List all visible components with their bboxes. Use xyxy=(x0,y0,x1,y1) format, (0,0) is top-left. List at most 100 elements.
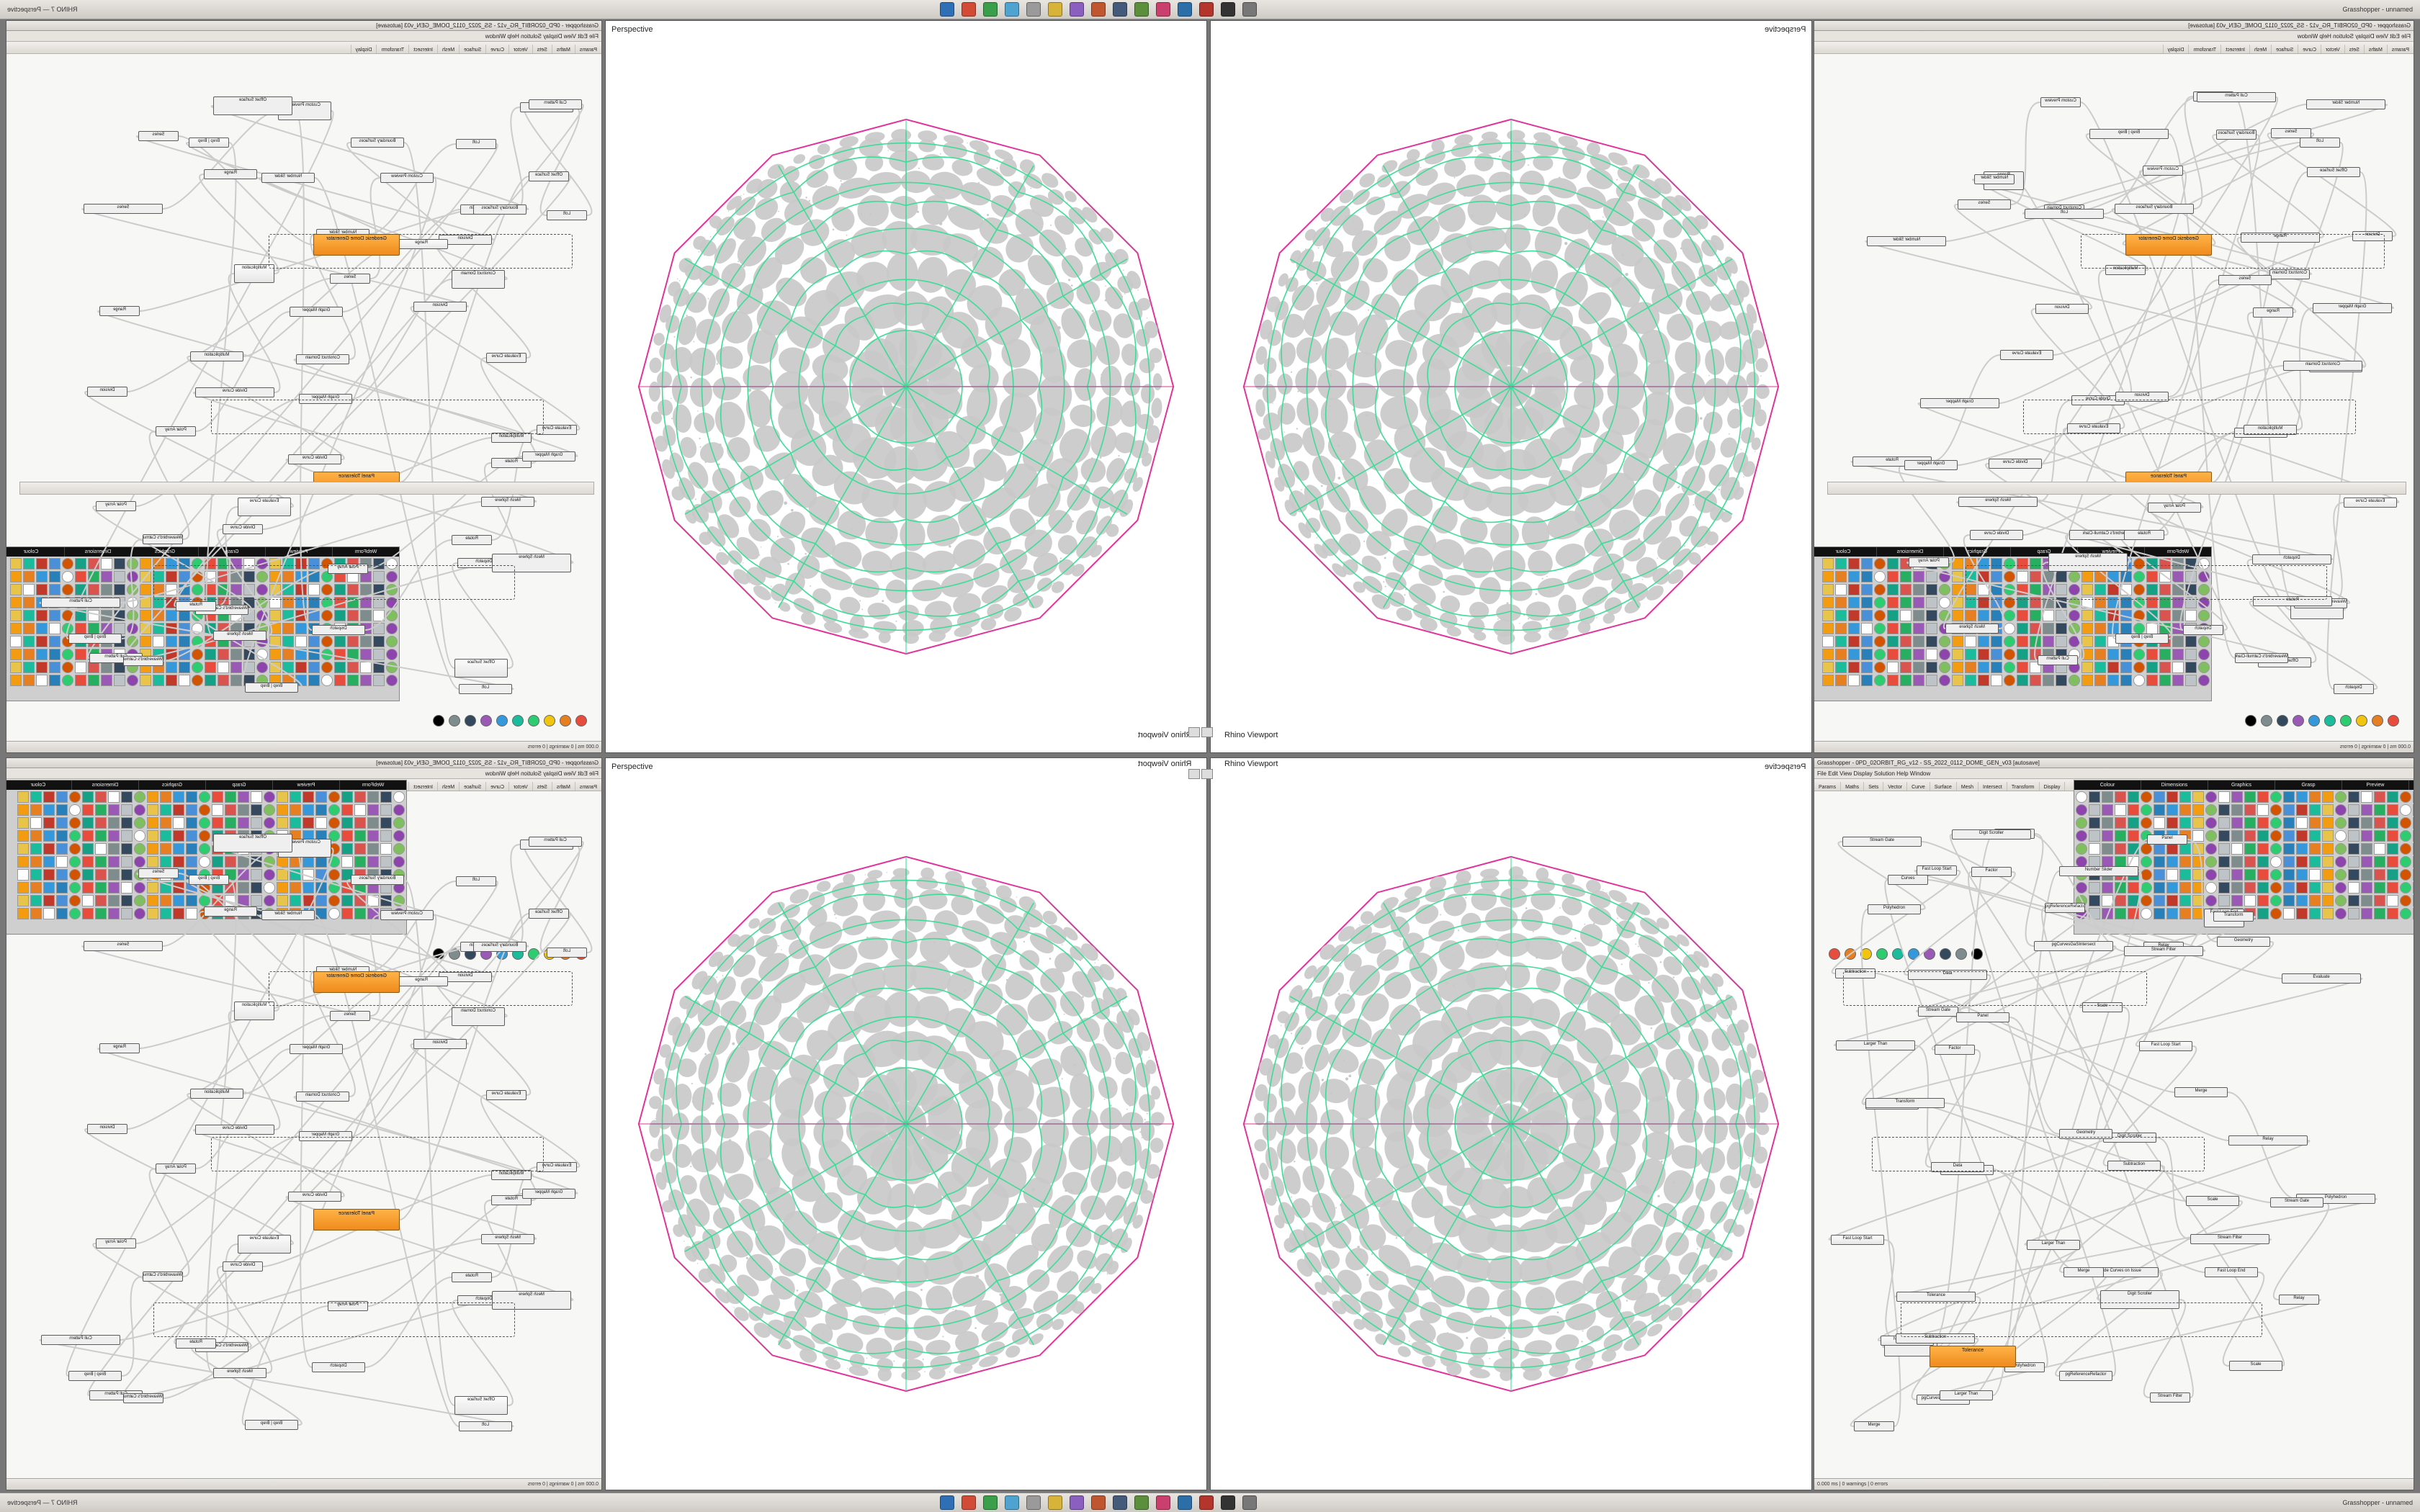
palette-icon[interactable] xyxy=(2413,817,2414,829)
palette-icon[interactable] xyxy=(2400,869,2411,881)
palette-icon[interactable] xyxy=(2309,856,2321,868)
gh-component[interactable]: Polar Array xyxy=(96,501,136,511)
component-tab[interactable]: Intersect xyxy=(2220,45,2249,54)
palette-icon[interactable] xyxy=(2231,817,2243,829)
palette-icon[interactable] xyxy=(2179,804,2191,816)
palette-icon[interactable] xyxy=(2205,804,2217,816)
gh-component[interactable]: Divide Curve xyxy=(195,387,274,397)
palette-icon[interactable] xyxy=(2166,856,2178,868)
palette-icon[interactable] xyxy=(2205,856,2217,868)
gh-component[interactable]: Dispatch xyxy=(2252,554,2331,564)
palette-icon[interactable] xyxy=(2348,882,2360,894)
gh-component[interactable]: Custom Preview xyxy=(380,910,434,920)
colour-swatch[interactable] xyxy=(1876,948,1888,960)
palette-icon[interactable] xyxy=(2283,869,2295,881)
palette-icon[interactable] xyxy=(2413,791,2414,803)
palette-icon[interactable] xyxy=(2374,843,2385,855)
gh-group[interactable] xyxy=(211,1137,544,1171)
palette-icon[interactable] xyxy=(2400,817,2411,829)
gh-component[interactable]: Number Slider xyxy=(261,173,315,183)
gh-component[interactable]: Geometry xyxy=(2217,937,2270,947)
palette-icon[interactable] xyxy=(2335,856,2347,868)
palette-icon[interactable] xyxy=(2244,791,2256,803)
bottom-taskbar[interactable]: RHINO 7 — Perspective Grasshopper - unna… xyxy=(0,1493,2420,1512)
palette-icon[interactable] xyxy=(2244,856,2256,868)
palette-icon[interactable] xyxy=(2141,817,2152,829)
gh-component[interactable]: Loft xyxy=(547,948,587,958)
viewport-control-2[interactable] xyxy=(1201,727,1213,737)
palette-icon[interactable] xyxy=(2296,830,2308,842)
palette-icon[interactable] xyxy=(2283,908,2295,919)
browser-icon[interactable] xyxy=(1005,1495,1019,1510)
palette-icon[interactable] xyxy=(2400,856,2411,868)
gh-component[interactable]: Transform xyxy=(1865,1098,1945,1108)
gh-component[interactable]: Divide Curve xyxy=(1989,459,2042,469)
gh-component[interactable]: Stream Filter xyxy=(2190,1234,2269,1244)
gh-component[interactable]: pgReferenceRefactor xyxy=(2045,903,2085,913)
gh-group[interactable] xyxy=(2081,234,2385,269)
palette-icon[interactable] xyxy=(2089,843,2100,855)
gh-group[interactable] xyxy=(269,234,573,269)
palette-icon[interactable] xyxy=(2244,895,2256,906)
palette-icon[interactable] xyxy=(2102,830,2113,842)
gh-component[interactable]: Loft xyxy=(2300,138,2340,148)
palette-icon[interactable] xyxy=(2296,882,2308,894)
gh-component[interactable]: Polyhedron xyxy=(1868,904,1921,914)
component-tab[interactable]: Sets xyxy=(532,782,552,791)
palette-icon[interactable] xyxy=(2322,817,2334,829)
gh-component[interactable]: Loft xyxy=(459,684,512,694)
gh-component[interactable]: Fast Loop End xyxy=(2205,1267,2258,1277)
palette-icon[interactable] xyxy=(2335,908,2347,919)
palette-icon[interactable] xyxy=(2387,791,2398,803)
gh-component[interactable]: Brep | Brep xyxy=(68,1371,122,1381)
gh-component[interactable]: Larger Than xyxy=(1836,1040,1915,1050)
gh-component[interactable]: Dispatch xyxy=(2183,625,2223,635)
palette-icon[interactable] xyxy=(2322,804,2334,816)
gh-component[interactable]: Mesh Sphere xyxy=(213,1368,266,1378)
palette-icon[interactable] xyxy=(2270,856,2282,868)
palette-icon[interactable] xyxy=(2361,895,2372,906)
palette-icon[interactable] xyxy=(2179,817,2191,829)
browser-icon[interactable] xyxy=(1005,2,1019,17)
palette-icon[interactable] xyxy=(2335,830,2347,842)
palette-icon[interactable] xyxy=(2115,817,2126,829)
palette-icon[interactable] xyxy=(2089,882,2100,894)
terminal-icon[interactable] xyxy=(1026,2,1041,17)
window-title-bar[interactable]: Grasshopper - 0PD_02ORBIT_RG_v12 - SS_20… xyxy=(6,21,601,31)
palette-icon[interactable] xyxy=(2089,804,2100,816)
palette-icon[interactable] xyxy=(2387,843,2398,855)
palette-icon[interactable] xyxy=(2413,856,2414,868)
palette-icon[interactable] xyxy=(2115,908,2126,919)
screen-icon[interactable] xyxy=(1242,2,1257,17)
definition-canvas[interactable]: Number Slider Series Range Construct Domain… xyxy=(6,54,601,741)
gh-component[interactable]: Division xyxy=(87,1124,127,1134)
close-icon[interactable] xyxy=(1221,2,1235,17)
palette-icon[interactable] xyxy=(2374,869,2385,881)
palette-icon[interactable] xyxy=(2335,869,2347,881)
palette-icon[interactable] xyxy=(2166,804,2178,816)
palette-icon[interactable] xyxy=(2089,817,2100,829)
palette-icon[interactable] xyxy=(2283,804,2295,816)
gh-component[interactable]: Cull Pattern xyxy=(2038,655,2078,665)
gh-component[interactable]: Series xyxy=(138,131,179,141)
archive-icon[interactable] xyxy=(1113,1495,1127,1510)
gh-component[interactable]: Digit Scroller xyxy=(2100,1290,2179,1309)
palette-icon[interactable] xyxy=(2089,830,2100,842)
palette-icon[interactable] xyxy=(2141,856,2152,868)
palette-icon[interactable] xyxy=(2270,882,2282,894)
palette-icon[interactable] xyxy=(2244,869,2256,881)
palette-icon[interactable] xyxy=(2128,804,2139,816)
palette-icon[interactable] xyxy=(2361,843,2372,855)
gh-component[interactable]: Curves xyxy=(1888,875,1928,885)
palette-icon[interactable] xyxy=(2244,804,2256,816)
palette-icon[interactable] xyxy=(2400,895,2411,906)
gh-component[interactable]: Loft xyxy=(547,210,587,220)
gh-component[interactable]: Subtraction xyxy=(1896,1333,1975,1344)
gh-component[interactable]: Construct Domain xyxy=(2283,361,2362,371)
palette-icon[interactable] xyxy=(2413,882,2414,894)
component-tab[interactable]: Transform xyxy=(2007,782,2040,791)
screen-icon[interactable] xyxy=(1242,1495,1257,1510)
palette-icon[interactable] xyxy=(2374,895,2385,906)
gh-component[interactable]: Cull Pattern xyxy=(41,598,120,608)
gh-component[interactable]: Mesh Sphere xyxy=(213,631,266,641)
